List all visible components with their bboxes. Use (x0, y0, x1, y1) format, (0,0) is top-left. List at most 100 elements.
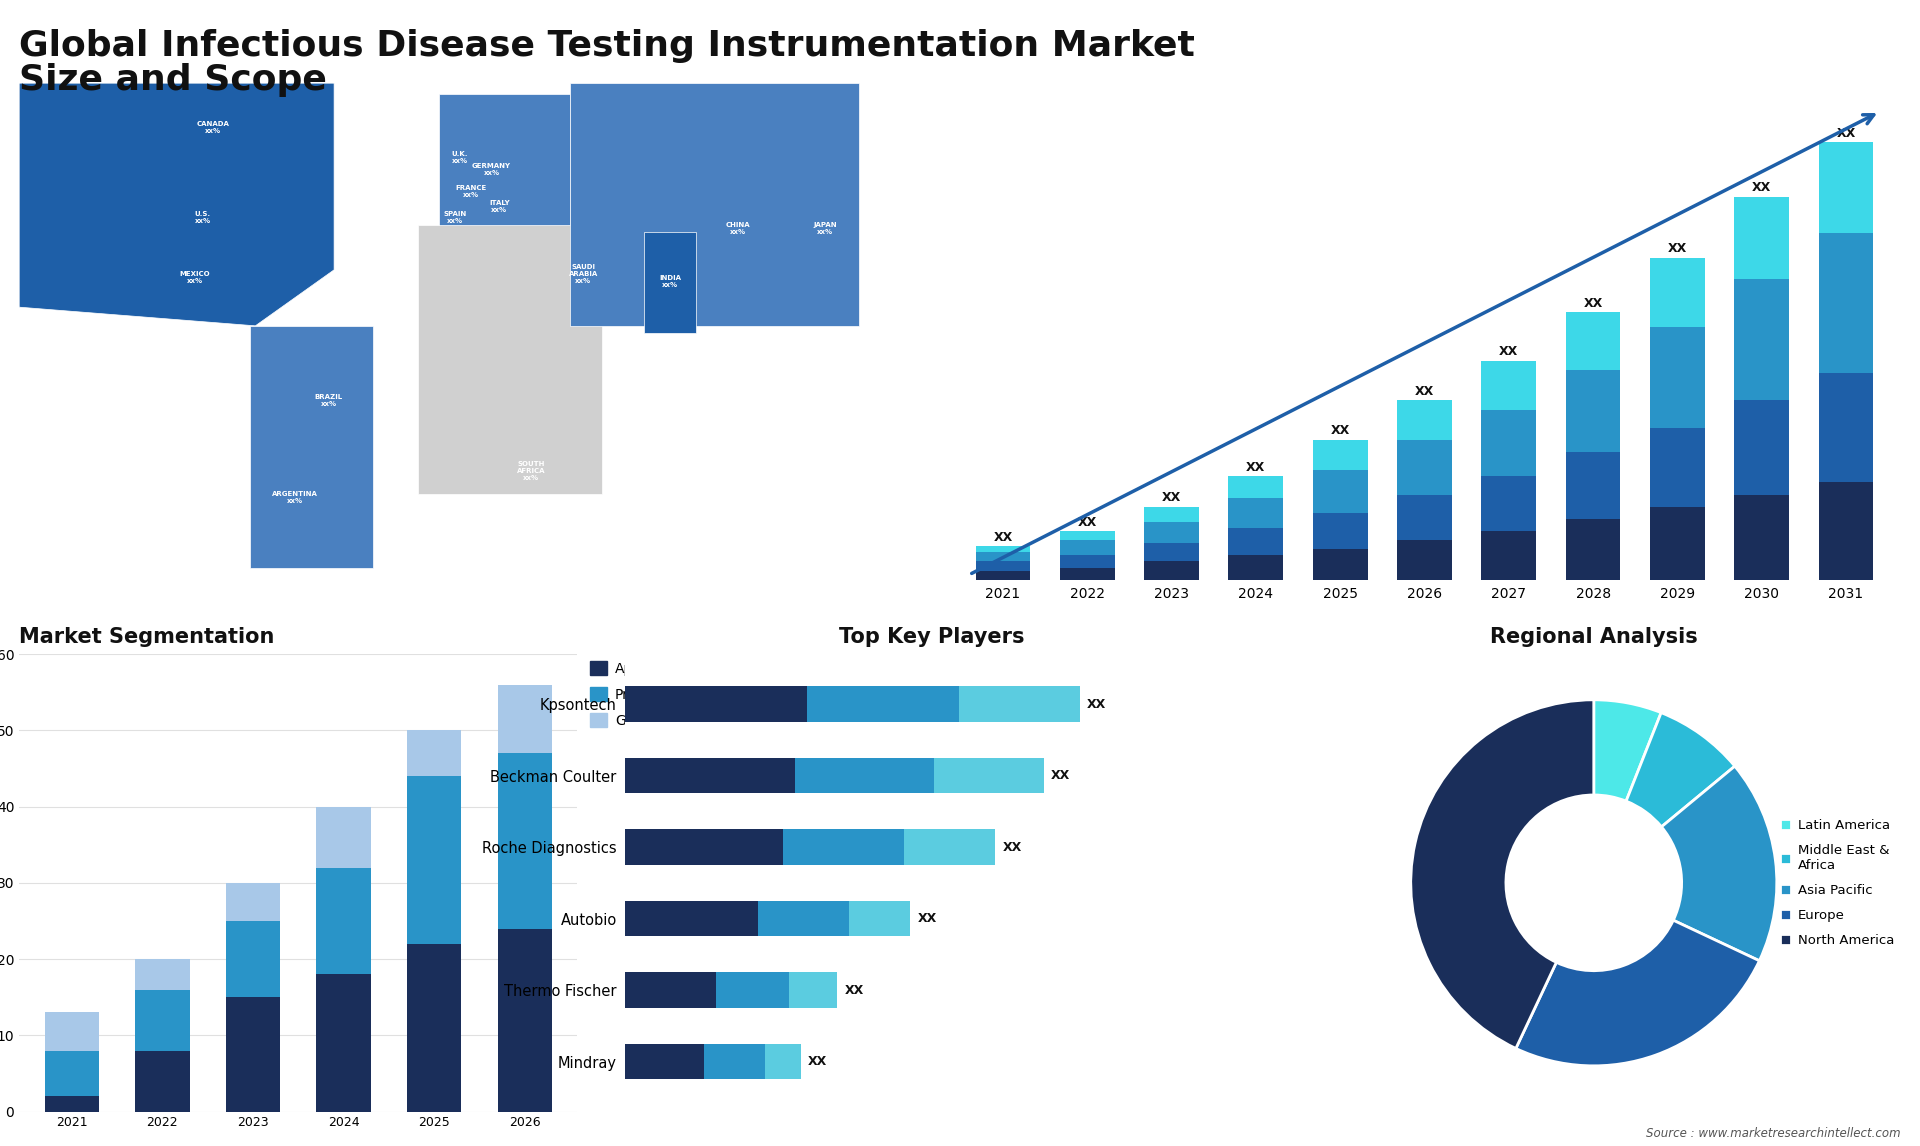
Bar (1060, 531, 1116, 540)
Bar (1649, 258, 1705, 328)
Text: GERMANY
xx%: GERMANY xx% (472, 163, 511, 175)
Text: XX: XX (993, 531, 1012, 544)
Text: CHINA
xx%: CHINA xx% (726, 222, 751, 235)
Bar (1482, 361, 1536, 409)
Bar (134, 959, 190, 990)
Bar (1482, 477, 1536, 531)
Bar (783, 830, 904, 865)
Bar (44, 1097, 100, 1112)
Bar (1144, 521, 1198, 543)
Bar (407, 730, 461, 776)
Text: XX: XX (1500, 345, 1519, 359)
Text: XX: XX (1753, 181, 1772, 195)
Bar (497, 928, 553, 1112)
Polygon shape (570, 84, 858, 325)
Bar (1482, 409, 1536, 477)
Text: Size and Scope: Size and Scope (19, 63, 326, 97)
Bar (1144, 507, 1198, 521)
Bar (626, 830, 783, 865)
Text: ARGENTINA
xx%: ARGENTINA xx% (273, 490, 317, 504)
Bar (1734, 400, 1789, 495)
Text: XX: XX (845, 983, 864, 997)
Title: Top Key Players: Top Key Players (839, 627, 1025, 647)
Bar (626, 686, 806, 722)
Bar (1649, 507, 1705, 580)
Bar (1818, 482, 1874, 580)
Text: XX: XX (1087, 698, 1106, 711)
Text: XX: XX (1415, 385, 1434, 398)
Bar (44, 1051, 100, 1097)
Bar (1818, 142, 1874, 234)
Polygon shape (19, 84, 334, 325)
Bar (1313, 470, 1367, 512)
Polygon shape (250, 325, 374, 568)
Bar (317, 868, 371, 974)
Legend: Latin America, Middle East &
Africa, Asia Pacific, Europe, North America: Latin America, Middle East & Africa, Asi… (1774, 814, 1899, 952)
Text: U.K.
xx%: U.K. xx% (451, 151, 468, 164)
Bar (1398, 495, 1452, 540)
Text: INDIA
xx%: INDIA xx% (659, 275, 682, 288)
Text: FRANCE
xx%: FRANCE xx% (455, 185, 486, 198)
Text: XX: XX (1050, 769, 1069, 782)
Bar (795, 758, 935, 793)
Bar (1229, 528, 1283, 556)
Bar (1818, 374, 1874, 482)
Bar (958, 686, 1079, 722)
Bar (227, 882, 280, 921)
Bar (227, 921, 280, 997)
Bar (1398, 400, 1452, 440)
Bar (975, 547, 1031, 552)
Bar (1313, 440, 1367, 470)
Text: Source : www.marketresearchintellect.com: Source : www.marketresearchintellect.com (1645, 1128, 1901, 1140)
Bar (44, 1012, 100, 1051)
Bar (1229, 497, 1283, 528)
Bar (705, 1044, 764, 1080)
Bar (1565, 519, 1620, 580)
Text: BRAZIL
xx%: BRAZIL xx% (315, 394, 344, 407)
Bar (935, 758, 1044, 793)
Legend: Application, Product, Geography: Application, Product, Geography (589, 661, 693, 728)
Text: ITALY
xx%: ITALY xx% (490, 199, 509, 213)
Text: MEXICO
xx%: MEXICO xx% (180, 270, 211, 284)
Text: XX: XX (1836, 127, 1855, 140)
Bar (317, 807, 371, 868)
Bar (1313, 549, 1367, 580)
Polygon shape (643, 233, 697, 333)
Text: XX: XX (1002, 840, 1021, 854)
Bar (1144, 562, 1198, 580)
Bar (1144, 543, 1198, 562)
Text: CANADA
xx%: CANADA xx% (198, 121, 230, 134)
Text: XX: XX (1246, 461, 1265, 474)
Bar (1398, 440, 1452, 495)
Text: Global Infectious Disease Testing Instrumentation Market: Global Infectious Disease Testing Instru… (19, 29, 1194, 63)
Bar (716, 972, 789, 1008)
Wedge shape (1661, 767, 1776, 960)
Wedge shape (1517, 920, 1759, 1066)
Text: XX: XX (918, 912, 937, 925)
Bar (1649, 328, 1705, 427)
Bar (849, 901, 910, 936)
Bar (975, 562, 1031, 571)
Bar (626, 901, 758, 936)
Bar (1398, 540, 1452, 580)
Bar (1818, 234, 1874, 374)
Bar (1229, 556, 1283, 580)
Bar (1229, 477, 1283, 497)
Bar (497, 753, 553, 928)
Bar (134, 1051, 190, 1112)
Bar (497, 684, 553, 753)
Bar (1734, 197, 1789, 278)
Bar (806, 686, 958, 722)
Text: XX: XX (1668, 242, 1688, 256)
Bar (1313, 512, 1367, 549)
Bar (626, 1044, 705, 1080)
Text: SAUDI
ARABIA
xx%: SAUDI ARABIA xx% (568, 264, 597, 283)
Title: Regional Analysis: Regional Analysis (1490, 627, 1697, 647)
Bar (975, 552, 1031, 562)
Text: XX: XX (1331, 424, 1350, 438)
Bar (1060, 540, 1116, 556)
Bar (1649, 427, 1705, 507)
Text: XX: XX (808, 1055, 828, 1068)
Bar (1565, 370, 1620, 452)
Bar (975, 571, 1031, 580)
